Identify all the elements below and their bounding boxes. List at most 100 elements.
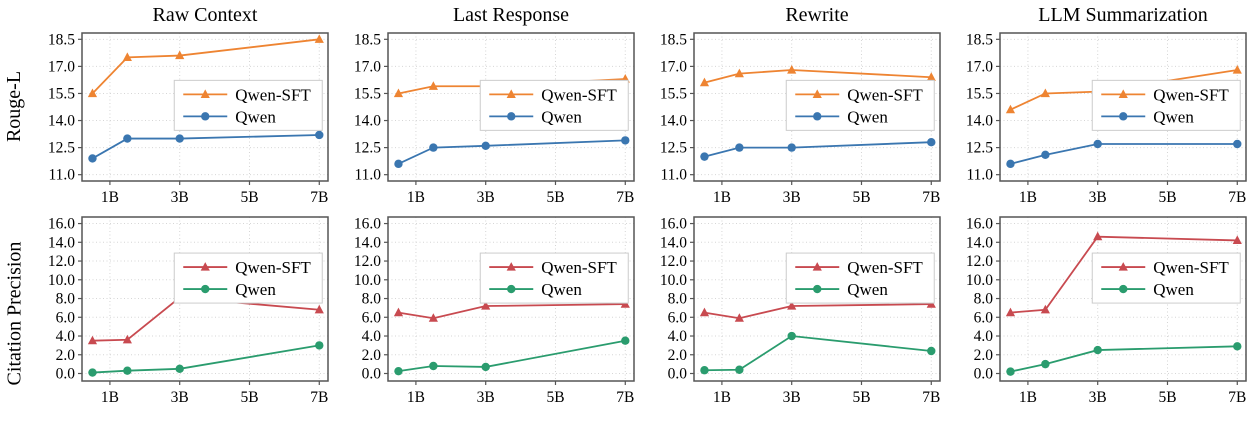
y-tick-label: 14.0 — [354, 113, 381, 130]
axis-ticks — [78, 38, 320, 185]
legend-box — [785, 252, 935, 304]
x-tick-label: 1B — [407, 189, 425, 206]
circle-marker — [1041, 150, 1050, 160]
chart-svg-raw-context-citation: 0.0 2.0 4.0 6.08.0 10.0 12.0 14.016.0 1B 3B 5B 7B Q… — [48, 216, 329, 406]
y-tick-label: 18.5 — [354, 31, 381, 48]
legend-triangle-marker — [1118, 89, 1128, 98]
axis-ticks — [384, 222, 626, 385]
x-tick-label: 3B — [477, 389, 495, 406]
y-tick-label: 17.0 — [48, 58, 75, 75]
circle-marker — [429, 361, 438, 371]
series-qwen-sft — [87, 34, 324, 98]
legend-triangle-marker — [506, 262, 516, 271]
chart-svg-llm-summarization-citation: 0.0 2.0 4.0 6.08.0 10.0 12.0 14.016.0 1B 3B 5B 7B Q… — [966, 216, 1247, 406]
legend-label: Qwen — [847, 107, 888, 126]
x-tick-label: 5B — [1158, 389, 1176, 406]
y-tick-label: 16.0 — [48, 216, 75, 233]
legend-label: Qwen — [1153, 280, 1194, 299]
legend-circle-marker — [507, 112, 516, 121]
legend-box — [479, 79, 629, 131]
x-tick-label: 3B — [783, 189, 801, 206]
legend-box — [173, 79, 323, 131]
triangle-marker — [314, 34, 324, 43]
triangle-marker — [428, 81, 438, 90]
series-qwen — [394, 336, 630, 376]
legend-circle-marker — [201, 284, 210, 294]
chart-svg-rewrite-citation: 0.0 2.0 4.0 6.08.0 10.0 12.0 14.016.0 1B 3B 5B 7B Q… — [660, 216, 941, 406]
row-ylabel-rouge: Rouge-L — [3, 70, 26, 142]
circle-marker — [1041, 359, 1050, 369]
legend-circle-marker — [507, 284, 516, 294]
x-tick-label: 1B — [713, 389, 731, 406]
axis-tick-labels: 11.0 12.5 14.0 15.5 17.0 18.5 1B 3B 5B 7B — [966, 31, 1246, 206]
y-tick-label: 16.0 — [354, 216, 381, 233]
row-ylabel-citation: Citation Precision — [3, 241, 26, 385]
triangle-marker — [699, 77, 710, 87]
circle-marker — [394, 366, 403, 376]
x-tick-label: 5B — [852, 189, 870, 206]
series-line — [91, 38, 320, 95]
chart-cell-llm-summarization-citation: 0.0 2.0 4.0 6.0 8.0 10.0 12.0 14.0 16.0 1B 3B 5B 7B Q… — [948, 210, 1254, 416]
legend: Qwen-SFT Qwen — [479, 252, 629, 304]
legend: Qwen-SFT Qwen — [1091, 252, 1241, 304]
chart-svg-raw-context-rouge: 11.0 12.5 14.0 15.5 17.0 18.5 1B 3B 5B 7B Qwen-SFT… — [48, 31, 329, 206]
legend-triangle-marker — [812, 89, 822, 98]
axis-ticks — [996, 38, 1238, 185]
plot-spines — [693, 32, 941, 182]
x-tick-label: 5B — [546, 389, 564, 406]
x-tick-label: 5B — [240, 389, 258, 406]
circle-marker — [787, 331, 796, 341]
x-tick-label: 5B — [546, 189, 564, 206]
y-tick-label: 12.5 — [354, 140, 381, 157]
legend-triangle-marker — [200, 89, 210, 98]
triangle-marker — [428, 313, 438, 322]
legend-triangle-marker — [812, 262, 822, 271]
triangle-marker — [393, 307, 404, 317]
series-qwen — [700, 331, 936, 375]
triangle-marker — [175, 50, 185, 60]
y-tick-label: 14.0 — [660, 234, 687, 251]
y-tick-label: 17.0 — [966, 58, 993, 75]
y-tick-label: 16.0 — [660, 216, 687, 233]
triangle-marker — [87, 88, 98, 98]
legend-box — [1091, 79, 1241, 131]
y-tick-label: 6.0 — [668, 309, 688, 326]
y-tick-label: 14.0 — [966, 234, 993, 251]
y-tick-label: 14.0 — [660, 113, 687, 130]
series-qwen — [1006, 139, 1242, 169]
series-line — [704, 69, 932, 84]
y-tick-label: 16.0 — [966, 216, 993, 233]
triangle-marker — [314, 304, 324, 314]
legend: Qwen-SFT Qwen — [785, 252, 935, 304]
circle-marker — [481, 362, 490, 372]
axis-ticks — [996, 222, 1238, 385]
chart-svg-last-response-citation: 0.0 2.0 4.0 6.08.0 10.0 12.0 14.016.0 1B 3B 5B 7B Q… — [354, 216, 635, 406]
x-tick-label: 1B — [713, 189, 731, 206]
y-tick-label: 12.0 — [660, 253, 687, 270]
circle-marker — [735, 365, 744, 374]
series-qwen — [88, 341, 324, 377]
y-tick-label: 12.0 — [966, 253, 993, 270]
circle-marker — [315, 130, 324, 140]
triangle-marker — [1005, 104, 1016, 114]
triangle-marker — [87, 335, 98, 345]
chart-title-last-response: Last Response — [452, 4, 570, 26]
legend-box — [173, 252, 323, 304]
circle-marker — [787, 143, 796, 152]
circle-marker — [621, 336, 630, 345]
legend: Qwen-SFT Qwen — [1091, 79, 1241, 131]
legend-label: Qwen-SFT — [1153, 85, 1229, 104]
triangle-marker — [122, 52, 132, 61]
chart-cell-last-response-citation: 0.0 2.0 4.0 6.0 8.0 10.0 12.0 14.0 16.0 1B 3B 5B 7B Q… — [336, 210, 642, 416]
axis-ticks — [384, 38, 626, 185]
x-tick-label: 7B — [310, 389, 328, 406]
chart-svg-rewrite-rouge: 11.0 12.5 14.0 15.5 17.0 18.5 1B 3B 5B 7B Qwen-SFT… — [660, 31, 941, 206]
legend-box — [785, 79, 935, 131]
y-tick-label: 8.0 — [56, 291, 76, 308]
axis-tick-labels: 0.0 2.0 4.0 6.08.0 10.0 12.0 14.016.0 1B 3B 5B 7B — [966, 216, 1246, 406]
triangle-marker — [926, 72, 936, 81]
legend-triangle-marker — [200, 262, 210, 271]
chart-cell-last-response-rouge: Last Response 11.0 12.5 14.0 15.5 17.0 18.5 1B… — [336, 2, 642, 210]
y-tick-label: 14.0 — [966, 113, 993, 130]
